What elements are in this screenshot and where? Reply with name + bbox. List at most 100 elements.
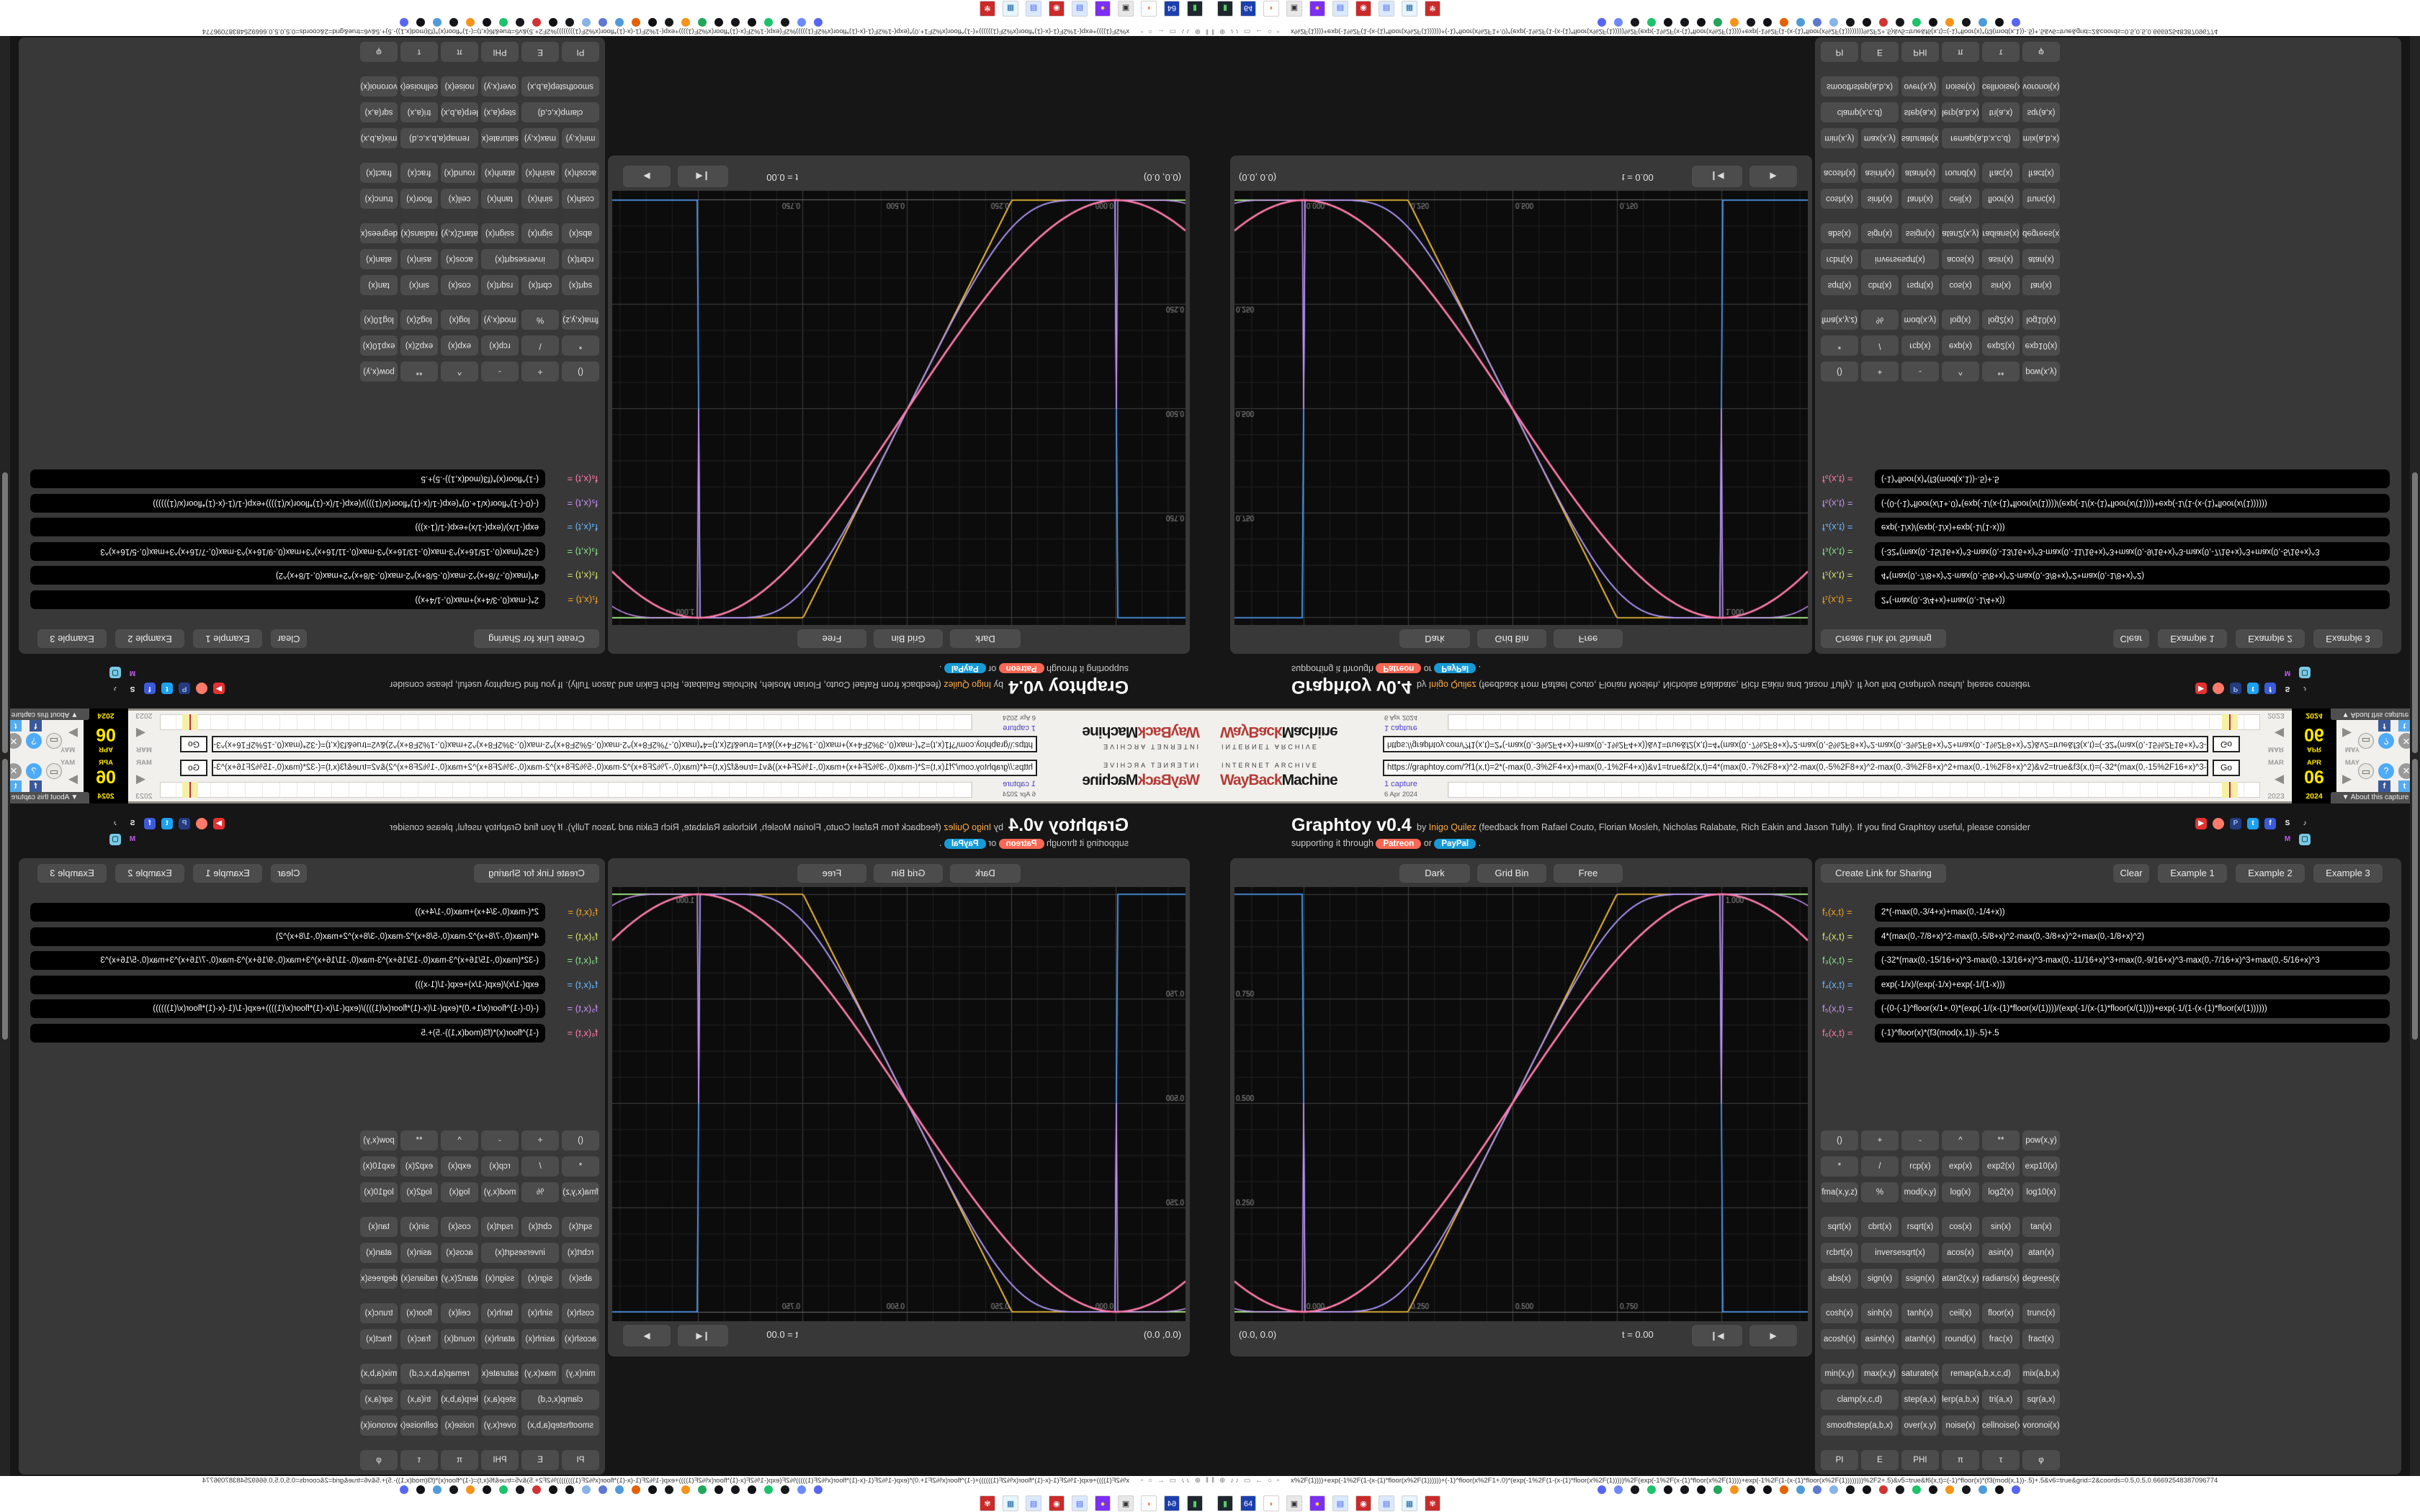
favicon[interactable] (1780, 18, 1788, 27)
favicon[interactable] (681, 18, 690, 27)
keypad-button[interactable]: ^ (1942, 1130, 1979, 1151)
keypad-button[interactable]: lerp(a,b,x) (441, 102, 478, 122)
keypad-button[interactable]: ** (1982, 361, 2020, 382)
keypad-button[interactable]: * (562, 336, 599, 356)
keypad-button[interactable]: sqrt(x) (1821, 275, 1858, 295)
wayback-go-button[interactable]: Go (2213, 736, 2240, 752)
keypad-button[interactable]: degrees(x) (2022, 1269, 2060, 1289)
keypad-button[interactable]: sqrt(x) (562, 275, 599, 295)
keypad-button[interactable]: E (1861, 42, 1899, 62)
wayback-go-button[interactable]: Go (180, 736, 207, 752)
facebook-share-icon[interactable]: f (30, 780, 42, 793)
keypad-button[interactable]: ** (1982, 1130, 2020, 1151)
favicon[interactable] (1896, 1485, 1904, 1494)
notes-icon[interactable]: ▤ (1332, 1, 1348, 17)
favicon[interactable] (1713, 1485, 1722, 1494)
twitter-icon[interactable]: t (161, 818, 173, 829)
keypad-button[interactable]: rsqrt(x) (1901, 1217, 1939, 1237)
keypad-button[interactable]: tri(a,x) (400, 1390, 438, 1410)
facebook-share-icon[interactable]: f (2378, 719, 2390, 732)
keypad-button[interactable]: ssign(x) (481, 1269, 519, 1289)
keypad-button[interactable]: () (562, 1130, 599, 1151)
window-icon[interactable]: ▦ (1402, 1495, 1417, 1511)
keypad-button[interactable]: tan(x) (360, 275, 398, 295)
keypad-button[interactable]: rcp(x) (481, 1156, 519, 1176)
author-link[interactable]: Inigo Quilez (1428, 822, 1476, 832)
favicon[interactable] (731, 1485, 740, 1494)
terminal-icon[interactable]: ▮ (1217, 1495, 1233, 1511)
function-input-f5[interactable]: (-(0-(-1)^floor(x/1+.0)*(exp(-1/(x-(1)*f… (1875, 999, 2390, 1018)
keypad-button[interactable]: cosh(x) (1821, 1303, 1858, 1323)
keypad-button[interactable]: tri(a,x) (400, 102, 438, 122)
keypad-button[interactable]: acosh(x) (1821, 1329, 1858, 1349)
keypad-button[interactable]: atanh(x) (481, 1329, 519, 1349)
favicon[interactable] (1747, 1485, 1755, 1494)
keypad-button[interactable]: abs(x) (1821, 1269, 1858, 1289)
keypad-button[interactable]: min(x,y) (562, 128, 599, 148)
patreon-icon[interactable]: ● (196, 818, 207, 829)
patreon-icon[interactable]: ● (2213, 683, 2224, 694)
favicon[interactable] (599, 1485, 607, 1494)
keypad-button[interactable]: frac(x) (1982, 163, 2020, 183)
keypad-button[interactable]: cos(x) (441, 1217, 478, 1237)
notes2-icon[interactable]: ▤ (1026, 1495, 1041, 1511)
favicon[interactable] (1995, 18, 2004, 27)
keypad-button[interactable]: lerp(a,b,x) (1942, 102, 1979, 122)
keypad-button[interactable]: % (1861, 1182, 1899, 1202)
favicon[interactable] (565, 1485, 574, 1494)
scrollbar-thumb[interactable] (2, 759, 8, 1040)
monitor-icon[interactable]: ▣ (1118, 1, 1134, 17)
captures-link[interactable]: 1 capture (1003, 724, 1036, 732)
favicon[interactable] (1846, 18, 1855, 27)
twitter-share-icon[interactable]: t (9, 780, 22, 793)
paypal-button[interactable]: PayPal (1434, 663, 1476, 673)
keypad-button[interactable]: exp10(x) (360, 1156, 398, 1176)
keypad-button[interactable]: frac(x) (400, 163, 438, 183)
keypad-button[interactable]: atanh(x) (1901, 1329, 1939, 1349)
keypad-button[interactable]: tan(x) (2022, 1217, 2060, 1237)
keypad-button[interactable]: atan(x) (2022, 1243, 2060, 1263)
month-prev[interactable]: MAR (136, 759, 152, 767)
keypad-button[interactable]: φ (2022, 42, 2060, 62)
keypad-button[interactable]: - (481, 1130, 519, 1151)
terminal-icon[interactable]: ▮ (1187, 1495, 1203, 1511)
play-button[interactable]: ▶ (1749, 166, 1797, 187)
favicon[interactable] (1829, 1485, 1838, 1494)
keypad-button[interactable]: / (521, 336, 559, 356)
tiktok-icon[interactable]: ♪ (113, 685, 117, 693)
favicon[interactable] (449, 1485, 458, 1494)
keypad-button[interactable]: atan(x) (360, 249, 398, 269)
favicon[interactable] (1813, 18, 1821, 27)
help-icon[interactable]: ? (2378, 733, 2394, 749)
keypad-button[interactable]: cos(x) (1942, 1217, 1979, 1237)
keypad-button[interactable]: smoothstep(a,b,x) (1821, 1416, 1899, 1436)
keypad-button[interactable]: pow(x,y) (360, 1130, 398, 1151)
favicon[interactable] (1647, 1485, 1656, 1494)
favicon[interactable] (532, 1485, 541, 1494)
favicon[interactable] (483, 18, 491, 27)
keypad-button[interactable]: () (562, 361, 599, 382)
favicon[interactable] (1863, 1485, 1871, 1494)
next-capture-arrow[interactable]: ▶ (2342, 726, 2352, 740)
youtube-icon[interactable]: ▶ (2195, 683, 2207, 694)
keypad-button[interactable]: τ (1982, 42, 2020, 62)
keypad-button[interactable]: min(x,y) (562, 1364, 599, 1384)
author-link[interactable]: Inigo Quilez (944, 822, 992, 832)
keypad-button[interactable]: / (1861, 1156, 1899, 1176)
prev-capture-arrow[interactable]: ◀ (135, 772, 145, 786)
keypad-button[interactable]: asinh(x) (521, 163, 559, 183)
favicon[interactable] (1945, 1485, 1954, 1494)
keypad-button[interactable]: asin(x) (1982, 249, 2020, 269)
keypad-button[interactable]: % (521, 310, 559, 330)
keypad-button[interactable]: E (521, 1450, 559, 1470)
favicon[interactable] (632, 18, 640, 27)
keypad-button[interactable]: round(x) (441, 1329, 478, 1349)
keypad-button[interactable]: log2(x) (400, 1182, 438, 1202)
favicon[interactable] (416, 18, 425, 27)
keypad-button[interactable]: + (521, 1130, 559, 1151)
red-badge-icon[interactable]: ◉ (1355, 1495, 1371, 1511)
paypal-icon[interactable]: P (179, 818, 190, 829)
keypad-button[interactable]: sign(x) (521, 1269, 559, 1289)
keypad-button[interactable]: mix(a,b,x) (360, 128, 398, 148)
year-prev[interactable]: 2023 (135, 792, 153, 801)
